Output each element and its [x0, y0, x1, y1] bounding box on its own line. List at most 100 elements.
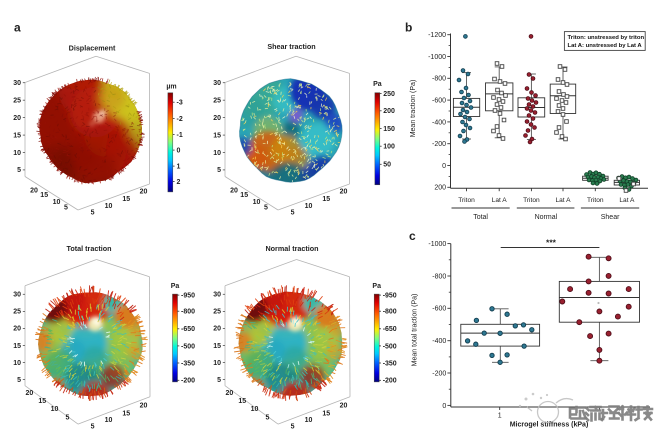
svg-text:-800: -800: [383, 309, 397, 316]
svg-text:10: 10: [305, 203, 313, 210]
svg-text:-1200: -1200: [428, 32, 446, 39]
svg-text:-650: -650: [181, 326, 195, 333]
svg-text:-200: -200: [383, 378, 397, 385]
svg-text:20: 20: [26, 390, 34, 397]
svg-text:2: 2: [177, 179, 181, 186]
svg-text:5: 5: [65, 414, 69, 421]
svg-text:15: 15: [322, 410, 330, 417]
svg-text:-1: -1: [177, 132, 183, 139]
svg-text:20: 20: [13, 326, 21, 333]
svg-text:5: 5: [17, 377, 21, 384]
svg-text:Shear traction: Shear traction: [267, 42, 315, 51]
svg-text:5: 5: [217, 377, 221, 384]
svg-text:Lat A: Lat A: [492, 197, 508, 204]
svg-text:15: 15: [213, 343, 221, 350]
svg-text:5: 5: [291, 209, 295, 216]
svg-text:-800: -800: [181, 309, 195, 316]
svg-text:Total: Total: [473, 214, 488, 221]
svg-text:µm: µm: [166, 84, 176, 91]
svg-text:0: 0: [177, 148, 181, 155]
svg-text:-800: -800: [432, 273, 446, 280]
svg-text:-500: -500: [383, 343, 397, 350]
svg-text:30: 30: [13, 292, 21, 299]
svg-text:-350: -350: [383, 360, 397, 367]
svg-text:10: 10: [51, 406, 59, 413]
svg-text:250: 250: [383, 91, 395, 98]
svg-text:0: 0: [442, 163, 446, 170]
svg-text:-500: -500: [181, 343, 195, 350]
svg-text:-950: -950: [383, 293, 397, 300]
svg-text:Normal: Normal: [535, 214, 558, 221]
svg-text:15: 15: [13, 132, 21, 139]
svg-text:-1000: -1000: [428, 241, 446, 248]
svg-text:-200: -200: [432, 141, 446, 148]
svg-text:5: 5: [291, 424, 295, 431]
svg-text:-650: -650: [383, 326, 397, 333]
svg-text:20: 20: [213, 115, 221, 122]
svg-text:20: 20: [213, 326, 221, 333]
svg-text:20: 20: [230, 188, 238, 195]
svg-text:10: 10: [213, 150, 221, 157]
svg-text:-350: -350: [181, 360, 195, 367]
svg-text:20: 20: [340, 403, 348, 410]
svg-text:15: 15: [40, 192, 48, 199]
svg-text:Total traction: Total traction: [67, 244, 112, 253]
svg-text:0: 0: [442, 403, 446, 410]
svg-text:1: 1: [177, 164, 181, 171]
svg-text:15: 15: [38, 398, 46, 405]
svg-text:5: 5: [91, 424, 95, 431]
svg-text:-600: -600: [432, 98, 446, 105]
svg-text:-200: -200: [432, 370, 446, 377]
svg-text:5: 5: [265, 414, 269, 421]
svg-text:30: 30: [213, 80, 221, 87]
svg-text:10: 10: [105, 417, 113, 424]
svg-text:10: 10: [305, 417, 313, 424]
svg-text:-3: -3: [177, 100, 183, 107]
svg-text:Pa: Pa: [171, 283, 180, 290]
svg-text:Lat A: unstressed by Lat A: Lat A: unstressed by Lat A: [568, 43, 643, 49]
svg-text:20: 20: [140, 403, 148, 410]
svg-text:5: 5: [217, 167, 221, 174]
svg-text:25: 25: [213, 98, 221, 105]
svg-text:10: 10: [13, 360, 21, 367]
svg-text:-600: -600: [432, 306, 446, 313]
svg-text:1: 1: [498, 413, 502, 420]
svg-text:Lat A: Lat A: [619, 197, 635, 204]
svg-text:Triton: Triton: [587, 197, 604, 204]
svg-text:15: 15: [238, 398, 246, 405]
svg-text:a: a: [14, 21, 21, 35]
svg-text:5: 5: [17, 167, 21, 174]
svg-text:-400: -400: [432, 338, 446, 345]
svg-text:10: 10: [253, 199, 261, 206]
svg-text:-400: -400: [432, 119, 446, 126]
svg-text:***: ***: [546, 238, 557, 248]
svg-text:-800: -800: [432, 76, 446, 83]
svg-text:-200: -200: [181, 378, 195, 385]
svg-text:15: 15: [213, 132, 221, 139]
svg-text:150: 150: [383, 126, 395, 133]
svg-text:15: 15: [13, 343, 21, 350]
svg-text:Triton: unstressed by triton: Triton: unstressed by triton: [568, 35, 645, 41]
svg-text:Mean total traction (Pa): Mean total traction (Pa): [412, 294, 419, 367]
svg-text:-950: -950: [181, 293, 195, 300]
svg-text:25: 25: [13, 98, 21, 105]
svg-text:Displacement: Displacement: [69, 44, 116, 53]
svg-text:b: b: [405, 21, 412, 35]
svg-text:10: 10: [105, 203, 113, 210]
svg-text:30: 30: [13, 80, 21, 87]
svg-text:200: 200: [383, 108, 395, 115]
svg-text:10: 10: [53, 199, 61, 206]
svg-text:100: 100: [383, 144, 395, 151]
svg-text:Shear: Shear: [601, 214, 620, 221]
svg-text:c: c: [409, 229, 416, 243]
svg-text:Mean traction (Pa): Mean traction (Pa): [410, 80, 417, 138]
svg-text:Triton: Triton: [458, 197, 475, 204]
svg-text:-2: -2: [177, 116, 183, 123]
svg-text:5: 5: [91, 209, 95, 216]
svg-text:20: 20: [340, 189, 348, 196]
svg-text:20: 20: [140, 189, 148, 196]
svg-text:15: 15: [322, 196, 330, 203]
svg-text:Microgel stiffness (kPa): Microgel stiffness (kPa): [510, 422, 589, 429]
svg-text:5: 5: [64, 204, 68, 211]
svg-text:Pa: Pa: [373, 81, 382, 88]
